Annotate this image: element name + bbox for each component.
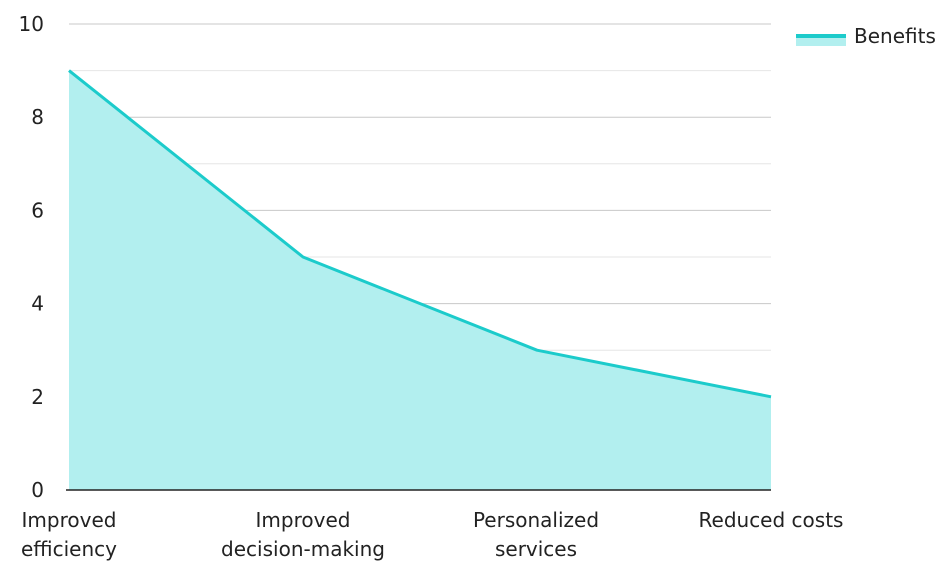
y-tick-label: 6 <box>31 198 44 222</box>
legend-swatch-fill <box>796 35 846 46</box>
legend-label-benefits: Benefits <box>854 24 936 48</box>
y-tick-label: 10 <box>19 12 44 36</box>
area-series <box>68 69 772 490</box>
y-tick-labels: 0 2 4 6 8 10 <box>19 12 44 502</box>
y-tick-label: 8 <box>31 105 44 129</box>
series-line-benefits <box>68 69 772 399</box>
area-fill-benefits <box>69 70 771 490</box>
legend-swatch-line <box>796 34 846 38</box>
x-category-label: Improved efficiency <box>21 508 117 561</box>
y-tick-label: 2 <box>31 385 44 409</box>
x-category-label: Improved decision-making <box>221 508 385 561</box>
x-category-label: Reduced costs <box>699 508 844 532</box>
x-category-labels: Improved efficiency Improved decision-makin… <box>21 508 843 561</box>
x-category-label: Personalized services <box>473 508 599 561</box>
y-tick-label: 4 <box>31 292 44 316</box>
legend: Benefits <box>796 24 936 48</box>
y-tick-label: 0 <box>31 478 44 502</box>
